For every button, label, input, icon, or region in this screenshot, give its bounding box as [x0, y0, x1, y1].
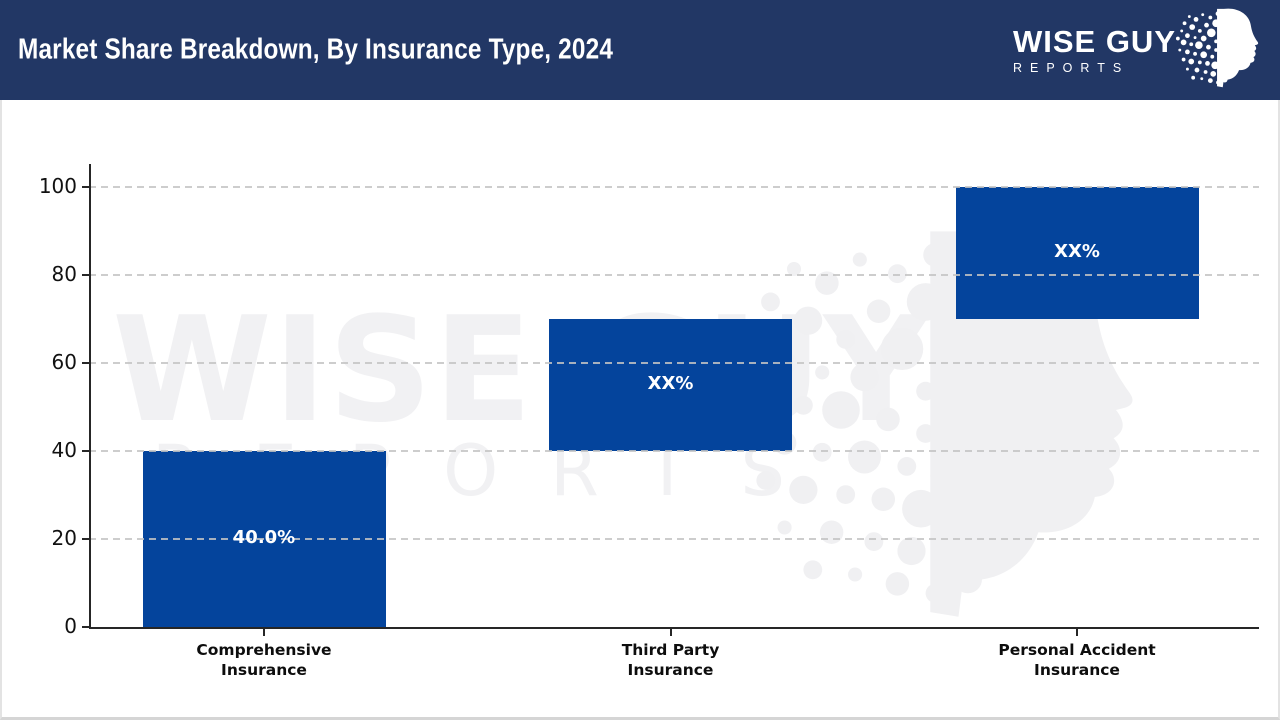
x-tick-mark: [669, 629, 672, 636]
chart-title: Market Share Breakdown, By Insurance Typ…: [18, 33, 614, 66]
x-category-label-line: Comprehensive: [196, 641, 332, 659]
y-axis-line: [89, 164, 91, 629]
y-tick-mark: [82, 450, 89, 452]
gridline-40: [89, 450, 1259, 452]
x-axis-line: [89, 627, 1259, 629]
bar-value-label: 40.0%: [232, 527, 296, 548]
x-category-label-line: Insurance: [627, 661, 714, 679]
x-tick-mark: [263, 629, 265, 636]
header-bar: Market Share Breakdown, By Insurance Typ…: [0, 0, 1280, 100]
gridline-20: [89, 538, 1259, 540]
x-category-label-line: Third Party: [621, 641, 720, 659]
y-tick-mark: [82, 274, 89, 276]
x-category-label: Personal Accident Insurance: [957, 640, 1197, 680]
x-tick-mark: [1076, 629, 1078, 636]
chart-plot-area: WISE GUY REPORTS 40.0% XX% XX% 0 20 40 60 80 100…: [0, 100, 1280, 720]
x-category-label: Comprehensive Insurance: [144, 640, 384, 680]
y-tick-label: 60: [51, 350, 77, 374]
bar-third-party-insurance: [549, 319, 792, 451]
logo-text: WISE GUY REPORTS: [1012, 23, 1176, 75]
bar-value-label: XX%: [647, 373, 694, 394]
y-tick-mark: [82, 626, 89, 628]
bar-value-label: XX%: [1054, 241, 1100, 262]
x-category-label-line: Insurance: [221, 661, 307, 679]
gridline-60: [89, 362, 1259, 364]
logo-name: WISE GUY: [1012, 23, 1176, 59]
y-tick-mark: [82, 538, 89, 540]
y-tick-label: 0: [64, 614, 77, 638]
y-tick-mark: [82, 362, 89, 364]
y-tick-mark: [82, 186, 89, 188]
y-tick-label: 100: [38, 174, 77, 198]
gridline-100: [89, 186, 1259, 188]
wise-guy-reports-logo: WISE GUY REPORTS: [1013, 4, 1266, 96]
logo-face-icon: [1175, 8, 1259, 88]
x-category-label-line: Personal Accident: [998, 641, 1156, 659]
bar-personal-accident-insurance: [955, 187, 1199, 319]
y-tick-label: 40: [51, 438, 77, 462]
y-tick-label: 20: [51, 526, 77, 550]
y-tick-label: 80: [51, 262, 77, 286]
x-category-label-line: Insurance: [1034, 661, 1120, 679]
logo-subtitle: REPORTS: [1012, 60, 1130, 75]
x-category-label: Third Party Insurance: [551, 640, 791, 680]
gridline-80: [89, 274, 1259, 276]
